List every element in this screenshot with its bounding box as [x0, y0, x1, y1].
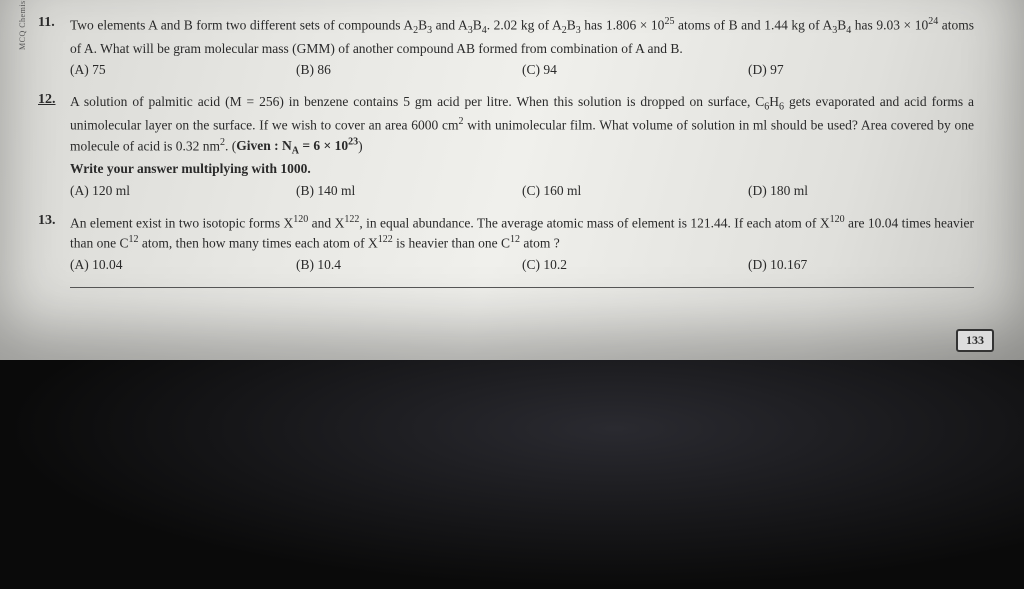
options-row: (A) 75 (B) 86 (C) 94 (D) 97	[70, 62, 974, 78]
option-b: (B) 140 ml	[296, 183, 522, 199]
sidebar-vertical-text: MCQ Chemistry — General Chemistry	[18, 0, 27, 50]
question-text: An element exist in two isotopic forms X…	[70, 213, 974, 253]
section-divider	[70, 287, 974, 288]
options-row: (A) 10.04 (B) 10.4 (C) 10.2 (D) 10.167	[70, 257, 974, 273]
options-row: (A) 120 ml (B) 140 ml (C) 160 ml (D) 180…	[70, 183, 974, 199]
question-text: A solution of palmitic acid (M = 256) in…	[70, 92, 974, 159]
option-d: (D) 97	[748, 62, 974, 78]
question-number: 11.	[38, 15, 55, 31]
option-b: (B) 10.4	[296, 257, 522, 273]
question-11: 11. Two elements A and B form two differ…	[70, 15, 974, 78]
option-c: (C) 160 ml	[522, 183, 748, 199]
question-12: 12. A solution of palmitic acid (M = 256…	[70, 92, 974, 199]
page-number-tag: 133	[956, 329, 994, 352]
question-13: 13. An element exist in two isotopic for…	[70, 213, 974, 273]
option-c: (C) 94	[522, 62, 748, 78]
option-a: (A) 10.04	[70, 257, 296, 273]
question-text: Two elements A and B form two different …	[70, 15, 974, 58]
question-number: 12.	[38, 92, 56, 108]
option-c: (C) 10.2	[522, 257, 748, 273]
question-instruction: Write your answer multiplying with 1000.	[70, 159, 974, 179]
option-a: (A) 75	[70, 62, 296, 78]
paper-page: MCQ Chemistry — General Chemistry 11. Tw…	[0, 0, 1024, 360]
option-d: (D) 10.167	[748, 257, 974, 273]
option-b: (B) 86	[296, 62, 522, 78]
option-a: (A) 120 ml	[70, 183, 296, 199]
question-number: 13.	[38, 213, 56, 229]
background-dark	[0, 360, 1024, 589]
option-d: (D) 180 ml	[748, 183, 974, 199]
